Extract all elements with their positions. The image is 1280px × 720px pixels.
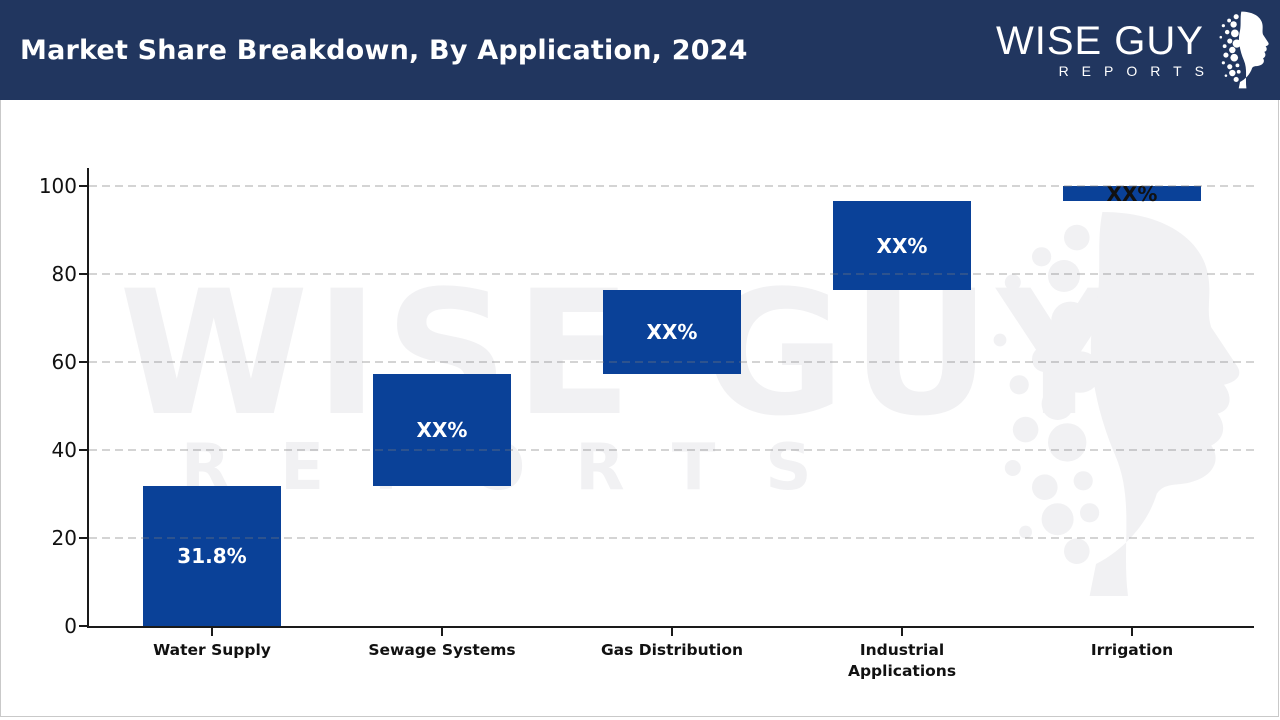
y-tick-label-0: 0	[64, 614, 77, 638]
bar-value-label: XX%	[646, 319, 698, 344]
bar-value-label: 31.8%	[177, 544, 247, 569]
gridline-60	[89, 361, 1254, 363]
x-tick-5	[1131, 628, 1133, 636]
y-tick-100	[79, 185, 88, 187]
brand-logo-text: WISE GUY REPORTS	[996, 21, 1204, 79]
y-tick-0	[79, 625, 88, 627]
x-category-label-5: Irrigation	[1090, 641, 1174, 659]
bar-5: XX%	[1063, 182, 1201, 206]
chart-body: WISE GUY REPORTS 31.8% XX% XX% XX% XX% 0 20 40 6…	[0, 100, 1279, 717]
brand-wordmark: WISE GUY	[995, 19, 1204, 63]
page-title: Market Share Breakdown, By Application, …	[20, 34, 748, 66]
y-tick-label-60: 60	[51, 350, 77, 374]
y-tick-label-20: 20	[51, 526, 77, 550]
y-tick-40	[79, 449, 88, 451]
bar-2: XX%	[373, 373, 511, 487]
y-tick-20	[79, 537, 88, 539]
y-tick-60	[79, 361, 88, 363]
y-tick-80	[79, 273, 88, 275]
x-tick-2	[441, 628, 443, 636]
x-category-label-3: Gas Distribution	[600, 641, 744, 659]
y-tick-label-40: 40	[51, 438, 77, 462]
bar-value-label: XX%	[1106, 181, 1158, 206]
x-axis-line	[87, 626, 1254, 628]
x-tick-1	[211, 628, 213, 636]
gridline-40	[89, 449, 1254, 451]
brand-logo: WISE GUY REPORTS	[996, 6, 1280, 94]
y-tick-label-80: 80	[51, 262, 77, 286]
bar-value-label: XX%	[876, 233, 928, 258]
x-category-label-2: Sewage Systems	[368, 641, 516, 659]
y-axis-line	[87, 168, 89, 628]
plot-area: 31.8% XX% XX% XX% XX% 0 20 40 60 80 100 Water Suppl…	[1, 100, 1278, 716]
brand-tagline: REPORTS	[1058, 63, 1217, 79]
bar-1: 31.8%	[143, 486, 281, 626]
bar-4: XX%	[833, 201, 971, 290]
gridline-20	[89, 537, 1254, 539]
gridline-100	[89, 185, 1254, 187]
y-tick-label-100: 100	[38, 174, 77, 198]
gridline-80	[89, 273, 1254, 275]
bar-3: XX%	[603, 289, 741, 374]
x-tick-3	[671, 628, 673, 636]
brand-face-icon	[1219, 11, 1269, 89]
x-category-label-1: Water Supply	[153, 641, 271, 659]
bar-value-label: XX%	[416, 417, 468, 442]
x-tick-4	[901, 628, 903, 636]
header-bar: Market Share Breakdown, By Application, …	[0, 0, 1280, 100]
x-category-label-4: Industrial Applications	[847, 641, 957, 680]
